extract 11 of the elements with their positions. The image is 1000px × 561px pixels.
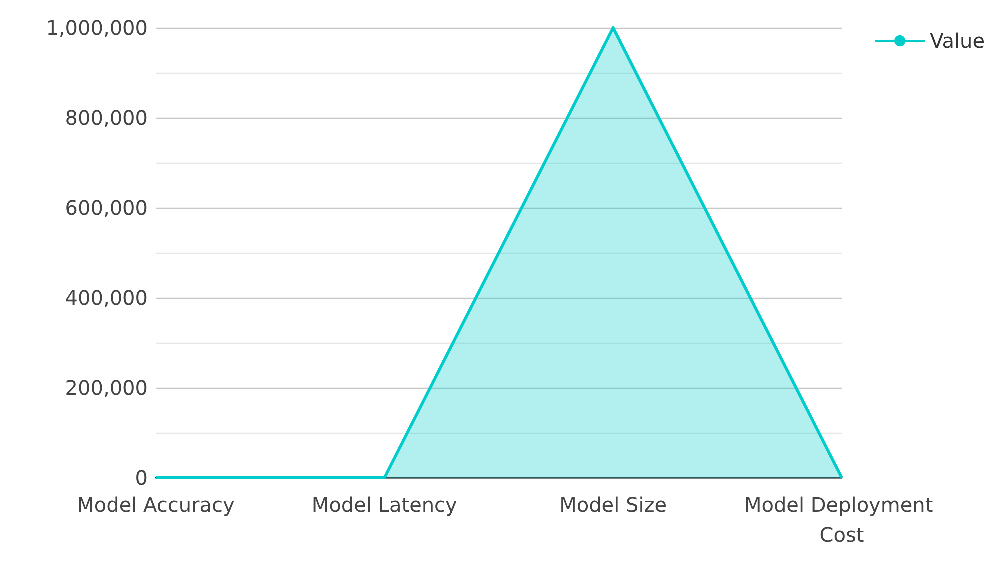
y-tick-label: 0 [135,466,148,490]
x-tick-label: Model Latency [312,493,458,517]
x-tick-label: Model Accuracy [77,493,236,517]
legend-label: Value [930,29,985,53]
y-tick-label: 600,000 [65,196,148,220]
x-tick-label: Model Deployment Cost [744,493,940,547]
y-tick-label: 1,000,000 [46,16,148,40]
x-tick-label: Model Size [560,493,668,517]
y-tick-label: 200,000 [65,376,148,400]
y-tick-label: 800,000 [65,106,148,130]
y-tick-label: 400,000 [65,286,148,310]
